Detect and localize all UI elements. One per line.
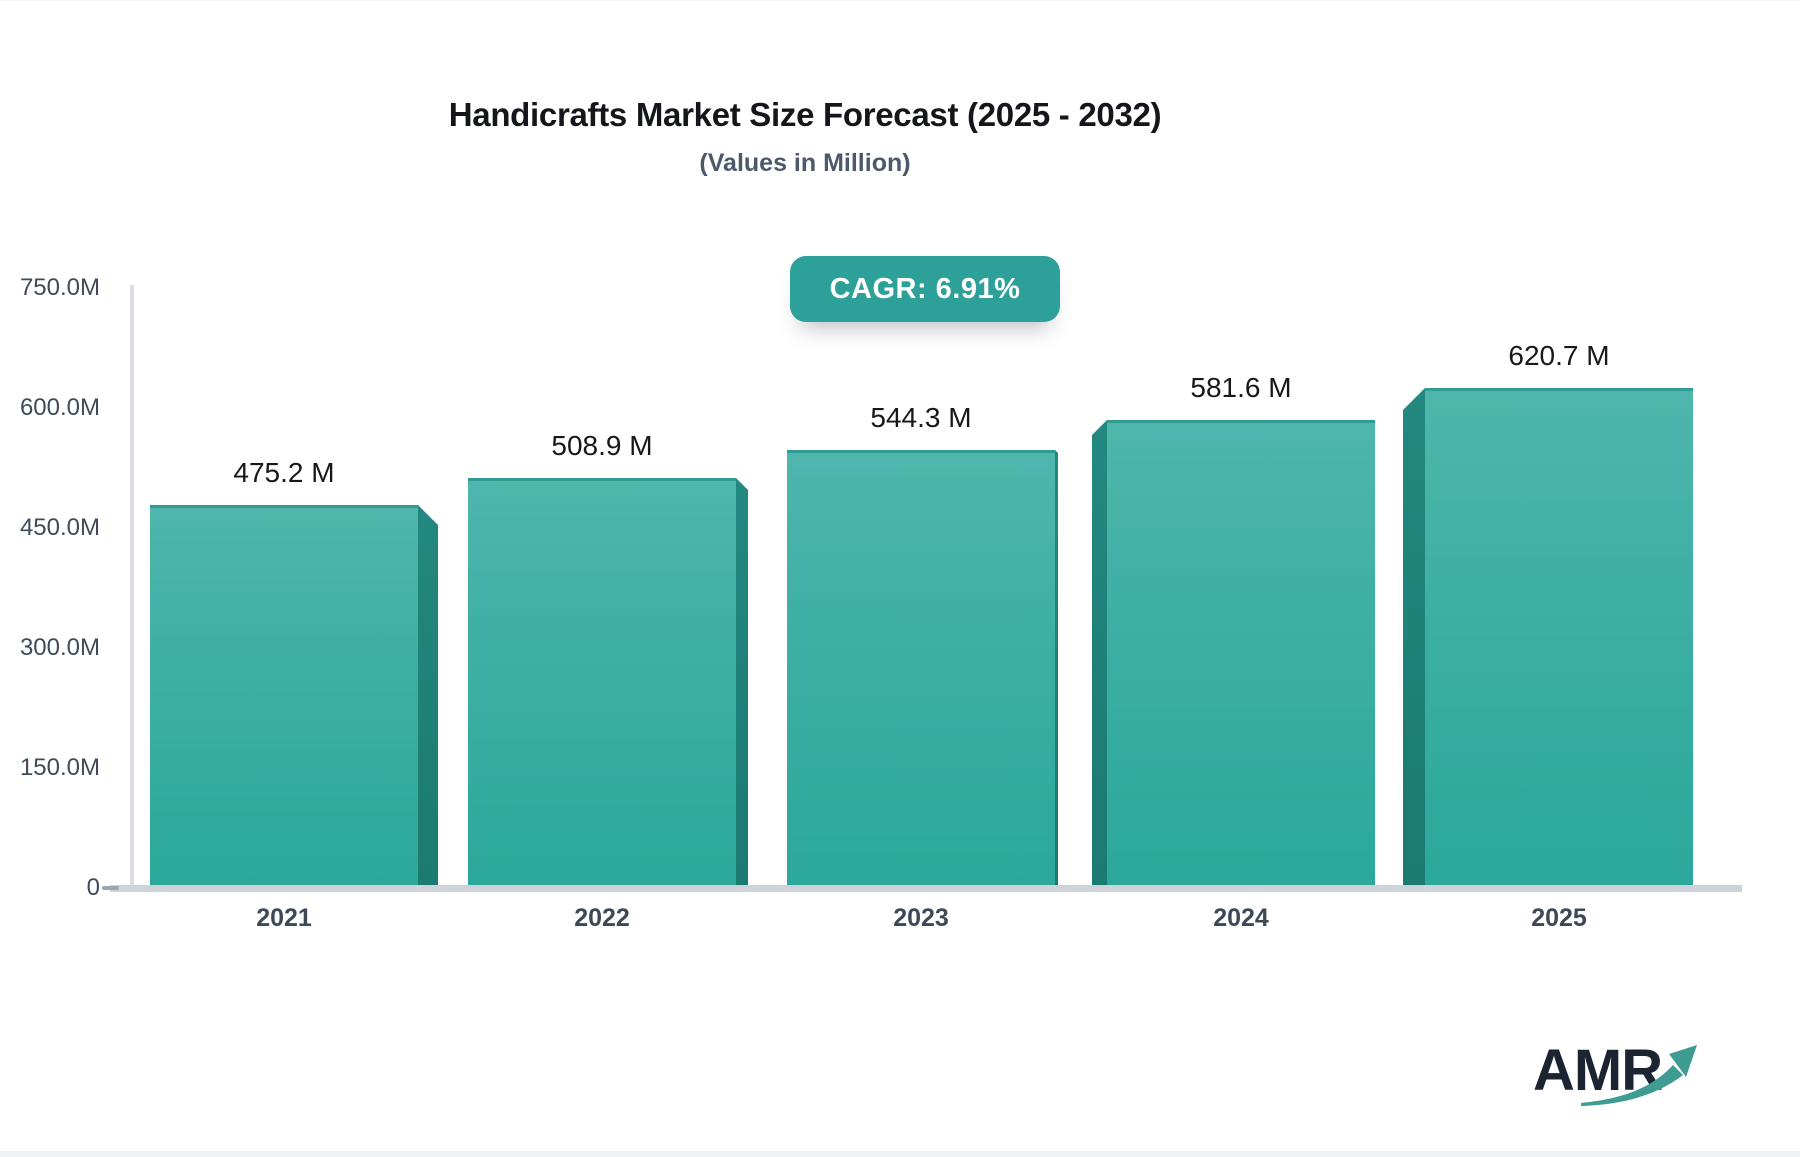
x-tick-label: 2024	[1213, 904, 1269, 932]
amr-logo: AMR	[1523, 1037, 1723, 1127]
y-tick-label: 450.0M	[19, 514, 100, 541]
bar-side-face	[418, 505, 438, 885]
bar-value-label: 620.7 M	[1508, 340, 1610, 371]
y-tick-label: 300.0M	[19, 634, 100, 661]
y-tick-label: 150.0M	[19, 754, 100, 781]
bar-2023	[787, 450, 1055, 885]
bar-value-label: 508.9 M	[551, 430, 653, 461]
cagr-badge: CAGR: 6.91%	[790, 256, 1060, 322]
x-tick-label: 2023	[893, 904, 949, 932]
y-tick-mark	[102, 886, 119, 890]
y-axis-line	[130, 285, 134, 885]
chart-title: Handicrafts Market Size Forecast (2025 -…	[448, 96, 1162, 133]
y-tick-label: 0	[86, 874, 100, 901]
bar-value-label: 544.3 M	[870, 402, 972, 433]
x-tick-label: 2022	[574, 904, 630, 932]
chart-subtitle: (Values in Million)	[699, 149, 911, 177]
bar-side-face	[1055, 450, 1058, 885]
y-tick-label: 750.0M	[19, 274, 100, 301]
x-tick-label: 2025	[1531, 904, 1587, 932]
bar-side-face	[736, 478, 748, 885]
cagr-badge-label: CAGR: 6.91%	[829, 272, 1021, 305]
bar-2022	[468, 478, 736, 885]
bar-2021	[150, 505, 418, 885]
bar-2024	[1107, 420, 1375, 885]
bar-value-label: 475.2 M	[233, 457, 335, 488]
bar-side-face	[1092, 420, 1107, 885]
x-axis-baseline	[110, 885, 1742, 892]
bar-2025	[1425, 388, 1693, 885]
x-tick-label: 2021	[256, 904, 312, 932]
y-tick-label: 600.0M	[19, 394, 100, 421]
bar-side-face	[1403, 388, 1425, 885]
bottom-divider	[0, 1151, 1800, 1157]
growth-arrow-icon	[1581, 1045, 1697, 1106]
bar-value-label: 581.6 M	[1190, 372, 1292, 403]
